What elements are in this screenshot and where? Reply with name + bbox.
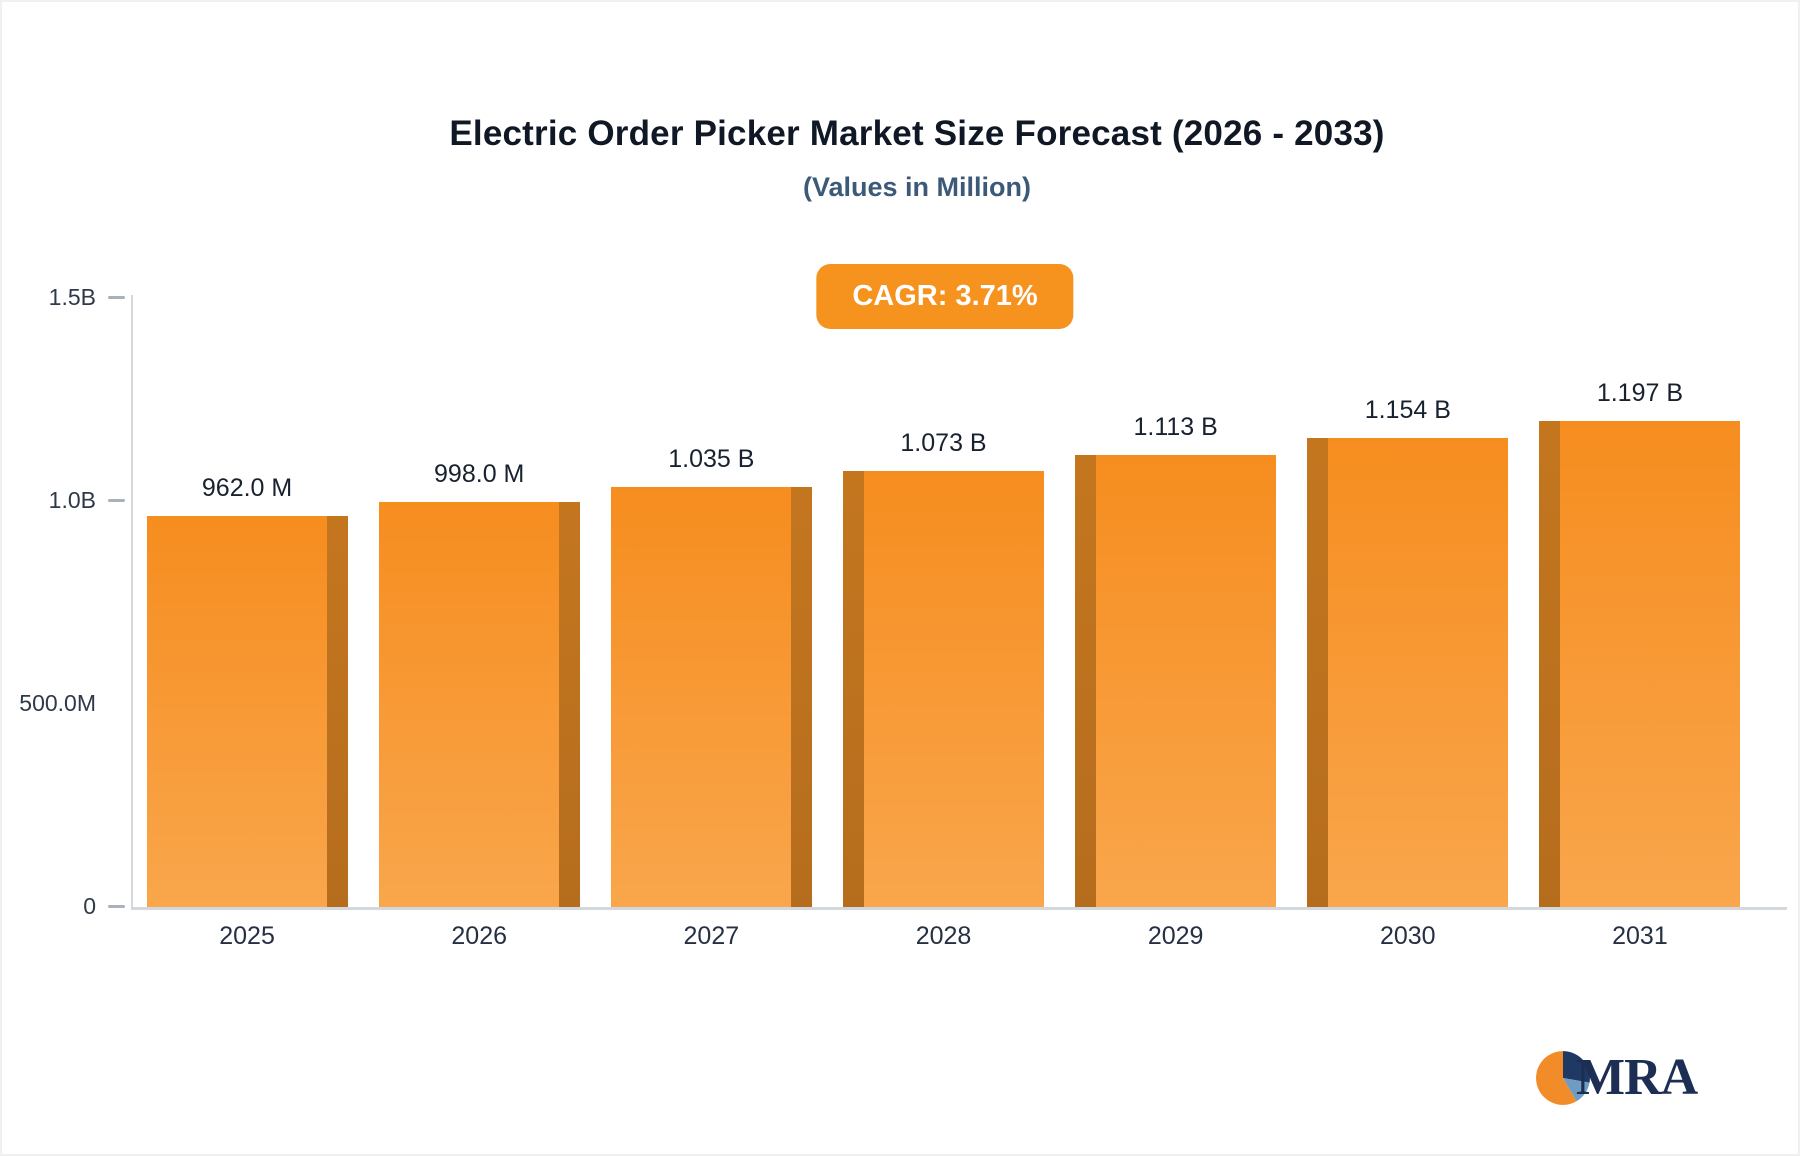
x-axis-label: 2031 bbox=[1612, 922, 1668, 950]
y-tick-label: 500.0M bbox=[19, 690, 96, 716]
bar: 1.035 B bbox=[610, 445, 812, 907]
x-axis-label: 2025 bbox=[219, 922, 275, 950]
y-axis-line bbox=[131, 295, 133, 909]
y-tick-label: 0 bbox=[83, 893, 96, 919]
bar-face bbox=[1560, 421, 1741, 907]
x-axis-label: 2029 bbox=[1147, 922, 1204, 950]
x-axis-label: 2027 bbox=[683, 922, 740, 950]
bar-side-face bbox=[558, 501, 580, 907]
bar-value-label: 962.0 M bbox=[201, 474, 293, 503]
bar-side-face bbox=[790, 486, 812, 907]
chart-header: Electric Order Picker Market Size Foreca… bbox=[87, 114, 1747, 203]
bar: 1.113 B bbox=[1075, 413, 1277, 907]
logo-pie-icon bbox=[1536, 1050, 1590, 1105]
bar-face bbox=[1096, 455, 1277, 907]
chart-title: Electric Order Picker Market Size Foreca… bbox=[449, 114, 1385, 153]
bar-side-face bbox=[843, 471, 864, 907]
bar: 1.197 B bbox=[1539, 379, 1741, 907]
bar-face bbox=[146, 516, 327, 907]
bar-face bbox=[864, 471, 1044, 907]
bar-face bbox=[378, 501, 559, 907]
y-tick-label: 1.0B bbox=[48, 487, 96, 513]
y-tick-dash bbox=[108, 296, 125, 299]
bar: 998.0 M bbox=[378, 460, 580, 907]
x-axis-label: 2026 bbox=[451, 922, 508, 950]
bar-value-label: 1.197 B bbox=[1596, 379, 1684, 408]
cagr-badge: CAGR: 3.71% bbox=[816, 264, 1074, 329]
y-tick-label: 1.5B bbox=[48, 284, 96, 310]
bar-face bbox=[610, 486, 791, 907]
bar-value-label: 1.154 B bbox=[1364, 396, 1451, 425]
bar-value-label: 1.035 B bbox=[668, 444, 755, 473]
chart-subtitle: (Values in Million) bbox=[802, 172, 1032, 202]
brand-logo: MRA bbox=[1534, 1048, 1698, 1107]
bar-value-label: 1.073 B bbox=[900, 429, 987, 458]
bar: 962.0 M bbox=[146, 474, 348, 907]
bar: 1.154 B bbox=[1307, 396, 1509, 907]
x-axis-label: 2028 bbox=[915, 922, 972, 950]
bar-side-face bbox=[326, 516, 348, 907]
x-axis-label: 2030 bbox=[1379, 922, 1436, 950]
x-axis-line bbox=[131, 907, 1787, 910]
bar-side-face bbox=[1075, 455, 1097, 907]
y-tick-dash bbox=[108, 905, 125, 908]
bar-face bbox=[1328, 438, 1509, 907]
bar-value-label: 1.113 B bbox=[1133, 413, 1218, 442]
y-tick-dash bbox=[108, 499, 125, 502]
bar-value-label: 998.0 M bbox=[434, 459, 525, 488]
bar: 1.073 B bbox=[843, 429, 1044, 907]
bar-side-face bbox=[1539, 421, 1561, 907]
logo-text: MRA bbox=[1576, 1049, 1698, 1106]
bar-side-face bbox=[1307, 438, 1329, 907]
